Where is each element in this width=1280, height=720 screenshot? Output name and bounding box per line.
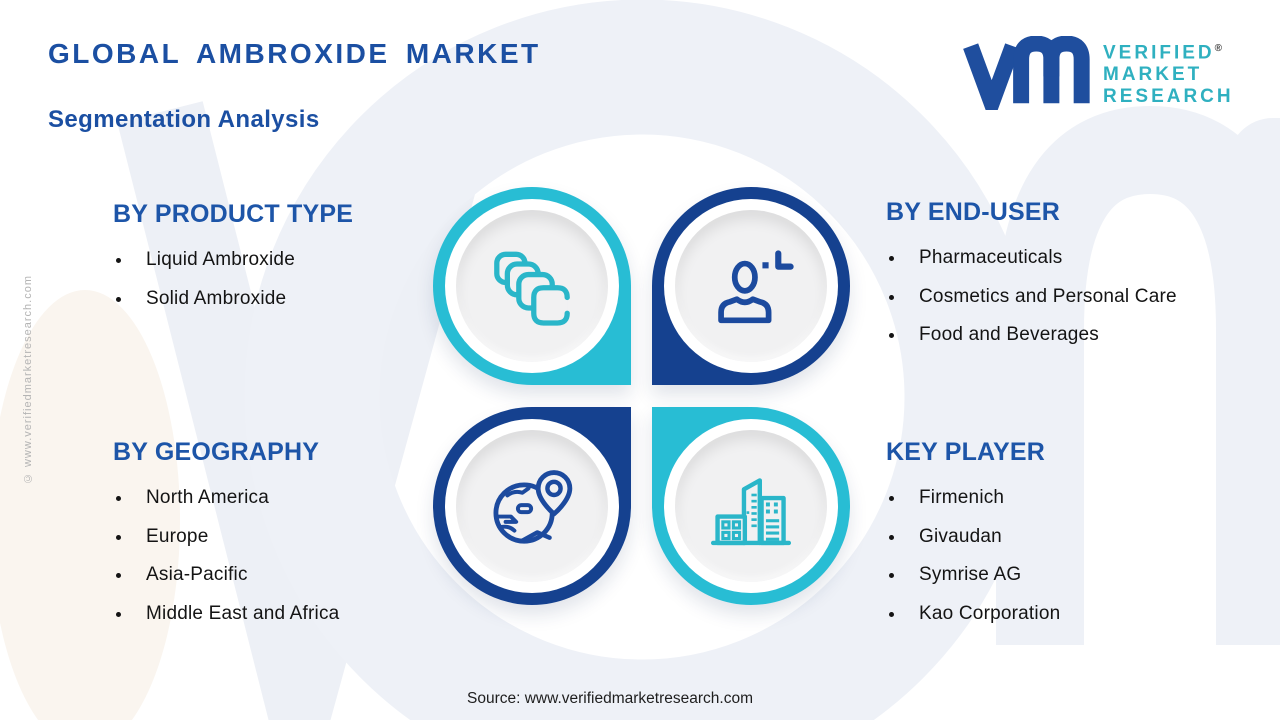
segment-list-end-user: BY END-USER Pharmaceuticals Cosmetics an… xyxy=(886,198,1246,355)
list-item: Middle East and Africa xyxy=(113,595,473,634)
buildings-icon xyxy=(710,478,792,546)
list-item: Symrise AG xyxy=(886,556,1246,595)
petal-disc xyxy=(456,210,608,362)
list-item: Kao Corporation xyxy=(886,595,1246,634)
list-item: Givaudan xyxy=(886,518,1246,557)
list-item: Food and Beverages xyxy=(886,316,1246,355)
list-item: Liquid Ambroxide xyxy=(113,241,473,280)
list-item: Asia-Pacific xyxy=(113,556,473,595)
segment-title-key-player: KEY PLAYER xyxy=(886,438,1046,466)
segment-title-product-type: BY PRODUCT TYPE xyxy=(113,200,354,228)
logo-line-research: RESEARCH xyxy=(1103,86,1234,108)
segment-title-geography: BY GEOGRAPHY xyxy=(113,438,320,466)
list-item: Pharmaceuticals xyxy=(886,239,1246,278)
vmr-logo: VERIFIED® MARKET RESEARCH xyxy=(963,30,1273,116)
segment-petal-end-user xyxy=(652,187,850,385)
copies-icon xyxy=(494,251,570,326)
source-line: Source: www.verifiedmarketresearch.com xyxy=(467,690,753,707)
list-item: Europe xyxy=(113,518,473,557)
vmr-logo-text: VERIFIED® MARKET RESEARCH xyxy=(1103,38,1234,108)
globe-pin-icon xyxy=(493,470,573,544)
registered-trademark: ® xyxy=(1214,42,1222,54)
list-item: Solid Ambroxide xyxy=(113,280,473,319)
petal-disc xyxy=(456,430,608,582)
list-item: Cosmetics and Personal Care xyxy=(886,278,1246,317)
vmr-logo-mark-icon xyxy=(963,36,1090,110)
page-subtitle: Segmentation Analysis xyxy=(48,106,320,133)
list-item: Firmenich xyxy=(886,479,1246,518)
user-plus-icon xyxy=(718,250,794,324)
petal-disc xyxy=(675,210,827,362)
segment-petal-geography xyxy=(433,407,631,605)
logo-line-market: MARKET xyxy=(1103,64,1203,86)
page-title: GLOBAL AMBROXIDE MARKET xyxy=(48,38,541,69)
logo-line-verified: VERIFIED xyxy=(1103,42,1215,64)
segment-title-end-user: BY END-USER xyxy=(886,198,1060,226)
segment-list-product-type: BY PRODUCT TYPE Liquid Ambroxide Solid A… xyxy=(113,200,473,318)
segment-petal-key-player xyxy=(652,407,850,605)
side-watermark-text: © www.verifiedmarketresearch.com xyxy=(22,275,34,485)
segment-petal-product-type xyxy=(433,187,631,385)
list-item: North America xyxy=(113,479,473,518)
petal-disc xyxy=(675,430,827,582)
segment-list-key-player: KEY PLAYER Firmenich Givaudan Symrise AG… xyxy=(886,438,1246,633)
segment-list-geography: BY GEOGRAPHY North America Europe Asia-P… xyxy=(113,438,473,633)
